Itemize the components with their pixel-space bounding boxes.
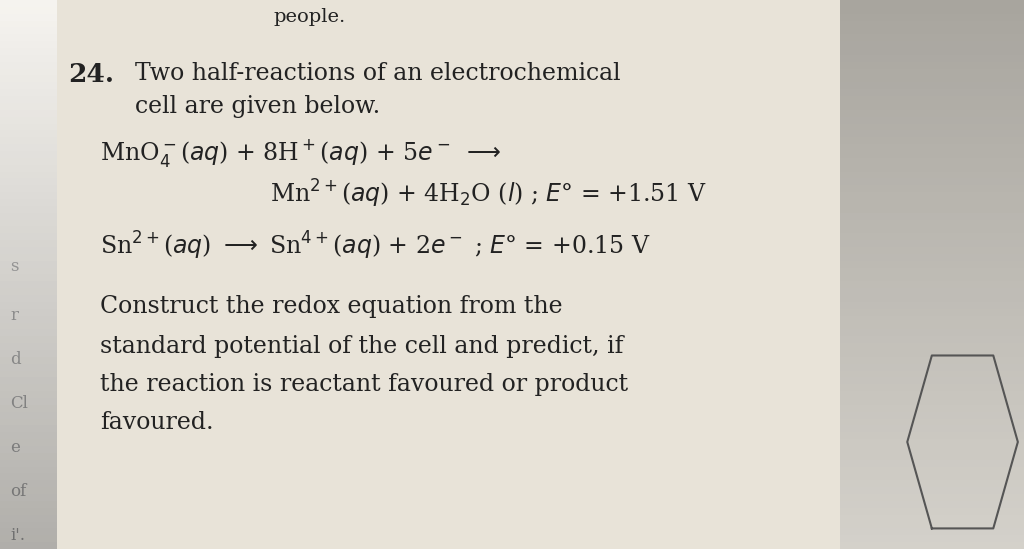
Text: Sn$^{2+}$($aq$) $\longrightarrow$ Sn$^{4+}$($aq$) + 2$e^-$ ; $E$° = +0.15 V: Sn$^{2+}$($aq$) $\longrightarrow$ Sn$^{4…	[100, 230, 650, 262]
Text: Mn$^{2+}$($aq$) + 4H$_2$O ($l$) ; $E$° = +1.51 V: Mn$^{2+}$($aq$) + 4H$_2$O ($l$) ; $E$° =…	[270, 178, 707, 210]
Text: r: r	[10, 307, 18, 324]
Text: people.: people.	[273, 8, 346, 26]
Text: the reaction is reactant favoured or product: the reaction is reactant favoured or pro…	[100, 373, 628, 396]
Text: d: d	[10, 351, 20, 368]
Text: Two half-reactions of an electrochemical: Two half-reactions of an electrochemical	[135, 62, 621, 85]
Text: standard potential of the cell and predict, if: standard potential of the cell and predi…	[100, 335, 624, 358]
Text: e: e	[10, 439, 19, 456]
Text: MnO$_4^-$($aq$) + 8H$^+$($aq$) + 5$e^-$ $\longrightarrow$: MnO$_4^-$($aq$) + 8H$^+$($aq$) + 5$e^-$ …	[100, 137, 501, 169]
Text: favoured.: favoured.	[100, 411, 214, 434]
Text: Cl: Cl	[10, 395, 28, 412]
Text: s: s	[10, 258, 18, 275]
Text: i'.: i'.	[10, 527, 25, 544]
Text: cell are given below.: cell are given below.	[135, 95, 380, 118]
Text: 24.: 24.	[68, 62, 114, 87]
Text: of: of	[10, 483, 27, 500]
Text: Construct the redox equation from the: Construct the redox equation from the	[100, 295, 562, 318]
